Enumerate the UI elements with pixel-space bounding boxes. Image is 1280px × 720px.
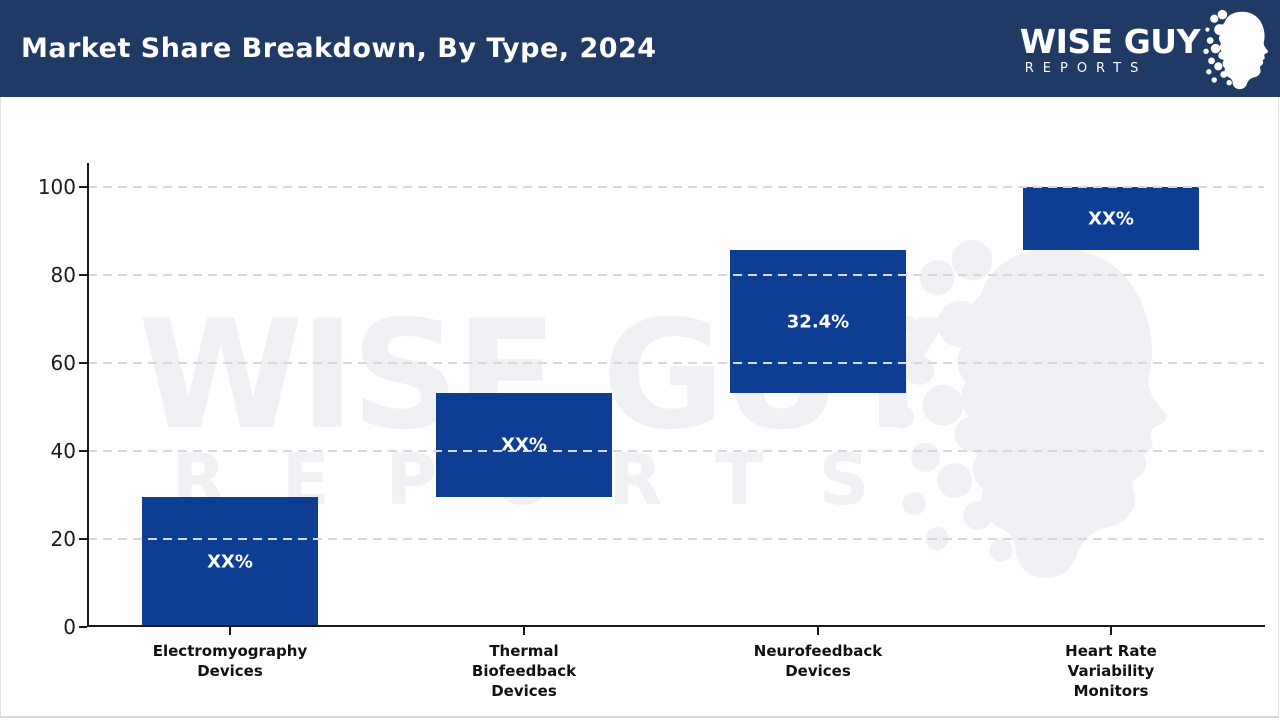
bar-segment <box>1023 187 1199 251</box>
x-axis-line <box>87 625 1265 627</box>
x-tick-1 <box>523 627 525 635</box>
chart-area: WISE GUY REPORTS XX%XX%32.4%XX% 02040608… <box>0 97 1280 720</box>
gridline-100 <box>88 186 1264 188</box>
y-tick-label-80: 80 <box>50 263 76 287</box>
brand-face-icon <box>1203 9 1268 90</box>
y-tick-label-20: 20 <box>50 527 76 551</box>
x-tick-2 <box>817 627 819 635</box>
y-tick-label-40: 40 <box>50 439 76 463</box>
bar-value-label: XX% <box>1088 208 1134 230</box>
header-bar: Market Share Breakdown, By Type, 2024 WI… <box>0 0 1280 97</box>
bar-segment <box>436 392 612 498</box>
y-tick-label-100: 100 <box>37 175 76 199</box>
y-tick-60 <box>79 362 87 364</box>
gridline-40 <box>88 450 1264 452</box>
y-tick-20 <box>79 538 87 540</box>
page-title: Market Share Breakdown, By Type, 2024 <box>21 33 657 64</box>
y-tick-label-0: 0 <box>63 615 76 639</box>
bar-segment <box>142 497 318 627</box>
gridline-20 <box>88 538 1264 540</box>
bar-value-label: 32.4% <box>786 311 850 333</box>
bar-value-label: XX% <box>501 434 547 456</box>
category-label: Electromyography Devices <box>152 642 308 680</box>
category-label: Heart Rate Variability Monitors <box>1065 642 1157 700</box>
x-tick-0 <box>229 627 231 635</box>
brand-logo-text: WISE GUY REPORTS <box>1019 22 1201 77</box>
y-tick-0 <box>79 626 87 628</box>
y-tick-100 <box>79 186 87 188</box>
category-label: Neurofeedback Devices <box>753 642 883 680</box>
brand-name: WISE GUY <box>1019 22 1201 61</box>
category-label: Thermal Biofeedback Devices <box>471 642 577 700</box>
y-axis-line <box>87 163 89 627</box>
gridline-80 <box>88 274 1264 276</box>
y-tick-80 <box>79 274 87 276</box>
y-tick-40 <box>79 450 87 452</box>
watermark-face-icon <box>890 239 1167 579</box>
y-tick-label-60: 60 <box>50 351 76 375</box>
brand-logo: WISE GUY REPORTS <box>1020 7 1270 93</box>
gridline-60 <box>88 362 1264 364</box>
brand-tagline: REPORTS <box>1024 61 1148 76</box>
bar-value-label: XX% <box>207 551 253 573</box>
x-tick-3 <box>1110 627 1112 635</box>
